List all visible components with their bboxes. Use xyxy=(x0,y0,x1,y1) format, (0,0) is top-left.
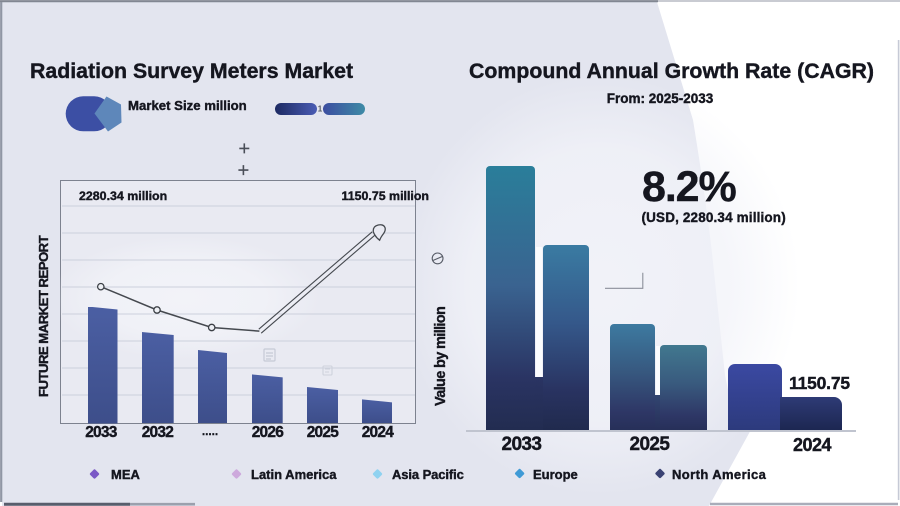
svg-text:1: 1 xyxy=(318,105,323,114)
